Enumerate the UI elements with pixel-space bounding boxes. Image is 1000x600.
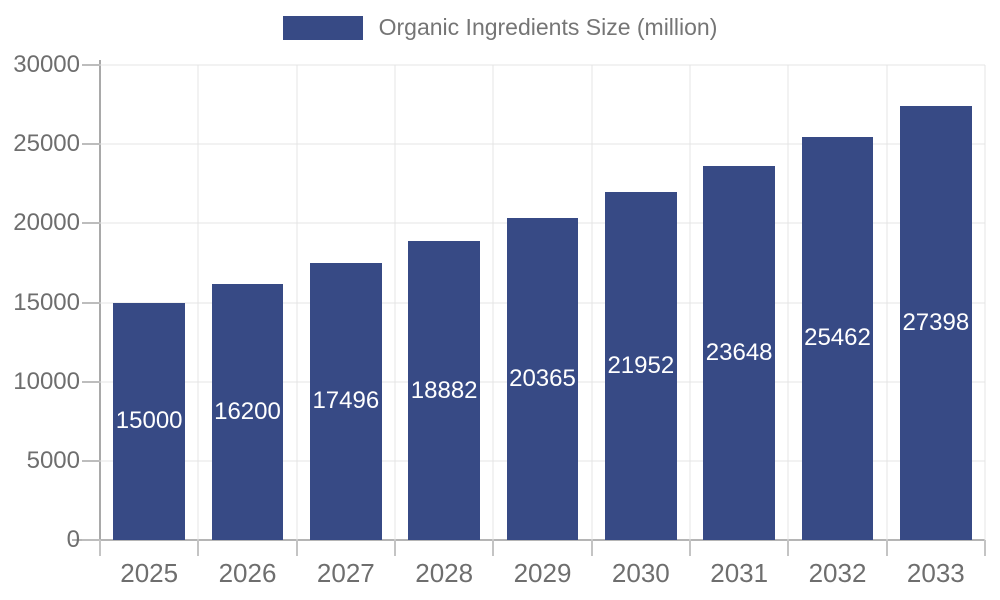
x-axis-labels: 2025 2026 2027 2028 2029 2030 2031 2032 2033 <box>100 556 985 590</box>
x-gridline <box>984 65 986 540</box>
bar-2028[interactable]: 18882 <box>408 241 481 540</box>
y-axis-label: 30000 <box>13 51 80 78</box>
x-axis-tick <box>590 540 593 556</box>
x-axis-label-2031: 2031 <box>710 558 769 588</box>
x-axis-tick <box>787 540 790 556</box>
bar-2033[interactable]: 27398 <box>899 106 972 540</box>
x-gridline <box>787 65 789 540</box>
x-gridline <box>886 65 888 540</box>
x-axis-tick <box>492 540 495 556</box>
plot-area: 15000 16200 17496 18882 20365 21952 23648 25462… <box>100 64 986 540</box>
y-axis-line <box>99 60 101 542</box>
x-axis-label-2026: 2026 <box>218 558 277 588</box>
x-axis-tick <box>688 540 691 556</box>
x-axis-label-2029: 2029 <box>513 558 572 588</box>
legend-label: Organic Ingredients Size (million) <box>378 14 718 40</box>
bar-2030[interactable]: 21952 <box>604 192 677 540</box>
y-axis-tick <box>82 539 100 541</box>
y-axis-labels: 0 5000 10000 15000 20000 25000 30000 <box>0 51 90 553</box>
x-gridline <box>689 65 691 540</box>
bar-2032[interactable]: 25462 <box>801 136 874 540</box>
x-gridline <box>197 65 199 540</box>
legend-swatch-icon <box>282 15 363 40</box>
x-gridline <box>492 65 494 540</box>
bar-value-label: 23648 <box>705 338 773 366</box>
x-axis-label-2033: 2033 <box>906 558 965 588</box>
y-axis-tick <box>82 64 100 66</box>
bar-value-label: 27398 <box>902 309 970 337</box>
x-axis-label-2027: 2027 <box>316 558 375 588</box>
x-axis-tick <box>885 540 888 556</box>
y-axis-label: 10000 <box>13 367 80 395</box>
x-axis-label-2030: 2030 <box>611 558 670 588</box>
bar-value-label: 25462 <box>804 324 871 352</box>
bar-value-label: 21952 <box>607 352 675 380</box>
bar-2027[interactable]: 17496 <box>309 262 382 540</box>
legend-item-organic-ingredients[interactable]: Organic Ingredients Size (million) <box>282 14 718 41</box>
y-gridline <box>100 143 985 145</box>
bar-value-label: 17496 <box>312 387 380 415</box>
x-axis-label-2028: 2028 <box>415 558 474 588</box>
bar-value-label: 20365 <box>509 364 576 392</box>
x-gridline <box>394 65 396 540</box>
x-gridline <box>591 65 593 540</box>
bar-2025[interactable]: 15000 <box>113 302 186 540</box>
y-axis-label: 5000 <box>26 446 80 474</box>
y-axis-tick <box>82 301 100 304</box>
bar-value-label: 16200 <box>214 397 281 425</box>
bar-2026[interactable]: 16200 <box>211 283 284 540</box>
bar-2031[interactable]: 23648 <box>703 165 776 540</box>
x-axis-tick <box>197 540 200 556</box>
y-gridline <box>100 64 985 66</box>
x-axis-label-2032: 2032 <box>808 558 867 588</box>
x-axis-tick <box>99 540 101 556</box>
y-axis-tick <box>82 459 100 462</box>
x-axis-tick <box>295 540 298 556</box>
x-gridline <box>296 65 298 540</box>
bar-value-label: 18882 <box>410 376 478 404</box>
legend: Organic Ingredients Size (million) <box>0 14 1000 41</box>
x-axis-label-2025: 2025 <box>120 558 179 588</box>
y-axis-tick <box>82 143 100 146</box>
x-axis-line <box>72 539 985 541</box>
y-axis-label: 15000 <box>13 288 80 316</box>
x-axis-tick <box>984 540 986 556</box>
y-axis-ticks <box>82 64 100 541</box>
y-axis-tick <box>82 222 100 225</box>
bar-value-label: 15000 <box>115 407 183 435</box>
x-axis-ticks <box>99 540 986 556</box>
y-axis-label: 25000 <box>13 130 80 158</box>
y-axis-label: 20000 <box>13 209 80 237</box>
y-axis-tick <box>82 380 100 383</box>
y-axis-label: 0 <box>66 526 80 553</box>
bar-2029[interactable]: 20365 <box>506 217 579 540</box>
x-axis-tick <box>393 540 396 556</box>
